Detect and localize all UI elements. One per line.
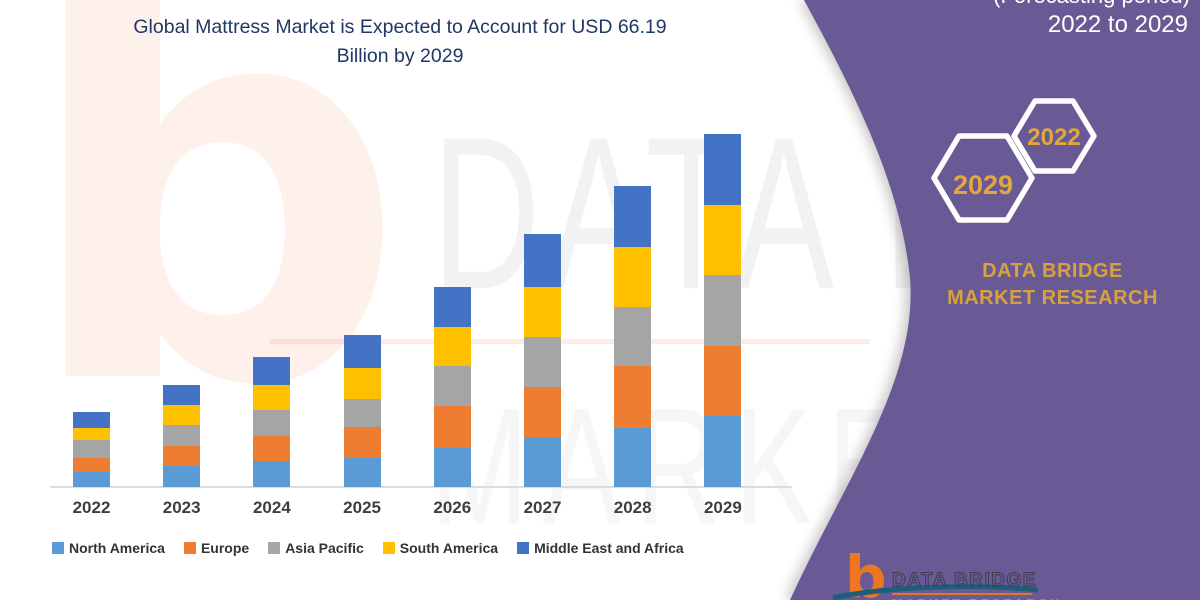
- segment-2024-middle-east-and-africa: [253, 356, 291, 385]
- legend-label-asia-pacific: Asia Pacific: [285, 540, 364, 556]
- bar-2022: [73, 411, 110, 487]
- segment-2029-europe: [704, 345, 742, 417]
- segment-2023-europe: [163, 445, 201, 467]
- segment-2023-asia-pacific: [163, 425, 201, 446]
- legend-swatch-europe: [183, 542, 196, 554]
- x-tick-2026: 2026: [433, 498, 472, 517]
- legend-swatch-middle-east-and-africa: [517, 542, 530, 554]
- panel-period-text: 2022 to 2029: [1047, 11, 1188, 38]
- bar-2028: [614, 186, 652, 487]
- legend-item-south-america: South America: [382, 540, 499, 556]
- x-tick-2027: 2027: [523, 498, 562, 517]
- chart-legend: North America Europe Asia Pacific South Ame…: [52, 540, 684, 556]
- segment-2022-south-america: [73, 428, 110, 441]
- segment-2024-europe: [253, 436, 291, 462]
- segment-2025-south-america: [343, 368, 381, 400]
- legend-label-south-america: South America: [399, 540, 499, 556]
- segment-2027-middle-east-and-africa: [524, 233, 561, 287]
- legend-label-europe: Europe: [200, 540, 250, 556]
- x-tick-2023: 2023: [162, 498, 201, 517]
- x-axis-line: [50, 486, 792, 488]
- segment-2029-middle-east-and-africa: [704, 133, 742, 205]
- hexagon-2022-label: 2022: [1027, 124, 1081, 151]
- segment-2028-asia-pacific: [614, 306, 652, 366]
- segment-2025-north-america: [343, 458, 381, 487]
- segment-2029-north-america: [704, 416, 742, 487]
- segment-2026-north-america: [433, 447, 471, 487]
- segment-2024-asia-pacific: [253, 409, 291, 437]
- legend-label-middle-east-and-africa: Middle East and Africa: [534, 540, 684, 556]
- legend-label-north-america: North America: [69, 540, 165, 556]
- segment-2028-south-america: [614, 246, 652, 307]
- segment-2024-north-america: [253, 461, 291, 487]
- segment-2022-north-america: [73, 471, 110, 487]
- bar-2025: [343, 334, 381, 487]
- segment-2027-north-america: [524, 436, 561, 487]
- legend-item-north-america: North America: [52, 540, 165, 556]
- segment-2022-europe: [73, 458, 110, 472]
- x-tick-2029: 2029: [703, 498, 742, 517]
- segment-2025-middle-east-and-africa: [343, 334, 381, 369]
- hexagon-2029-label: 2029: [952, 170, 1014, 200]
- x-tick-2022: 2022: [72, 498, 111, 517]
- segment-2027-europe: [524, 386, 561, 437]
- segment-2029-south-america: [704, 204, 742, 276]
- bar-2023: [163, 384, 201, 487]
- panel-brand-text: DATA BRIDGE MARKET RESEARCH: [947, 260, 1158, 309]
- x-tick-2024: 2024: [252, 498, 291, 517]
- segment-2028-europe: [614, 365, 652, 429]
- segment-2023-south-america: [163, 404, 201, 426]
- panel-caption-clipped: (Forecasting period): [993, 0, 1190, 9]
- x-tick-2025: 2025: [343, 498, 381, 517]
- segment-2023-north-america: [163, 466, 201, 487]
- chart-title: Global Mattress Market is Expected to Ac…: [55, 13, 745, 71]
- segment-2023-middle-east-and-africa: [163, 384, 201, 405]
- segment-2028-north-america: [614, 428, 652, 487]
- bar-2026: [433, 287, 471, 487]
- bar-2029: [704, 133, 742, 487]
- stacked-bar-plot: 2022 2023 2024 2025 2026 2027 2028 2029: [50, 133, 792, 517]
- legend-swatch-south-america: [382, 542, 395, 554]
- bar-2024: [253, 356, 291, 487]
- legend-item-europe: Europe: [183, 540, 250, 556]
- segment-2022-asia-pacific: [73, 440, 110, 459]
- segment-2029-asia-pacific: [704, 275, 742, 346]
- segment-2026-europe: [433, 405, 471, 448]
- x-tick-2028: 2028: [613, 498, 652, 517]
- legend-item-middle-east-and-africa: Middle East and Africa: [517, 540, 684, 556]
- segment-2026-asia-pacific: [433, 365, 471, 406]
- segment-2025-europe: [343, 427, 381, 459]
- bar-2027: [524, 233, 561, 487]
- segment-2025-asia-pacific: [343, 399, 381, 428]
- segment-2024-south-america: [253, 384, 291, 410]
- segment-2022-middle-east-and-africa: [73, 411, 110, 429]
- chart-title-line2: Billion by 2029: [336, 45, 464, 67]
- segment-2026-middle-east-and-africa: [433, 287, 471, 328]
- segment-2026-south-america: [433, 327, 471, 366]
- segment-2027-south-america: [524, 286, 561, 337]
- legend-item-asia-pacific: Asia Pacific: [268, 540, 364, 556]
- legend-swatch-north-america: [52, 542, 64, 554]
- legend-swatch-asia-pacific: [268, 542, 281, 554]
- segment-2027-asia-pacific: [524, 336, 561, 387]
- chart-title-line1: Global Mattress Market is Expected to Ac…: [133, 16, 667, 38]
- segment-2028-middle-east-and-africa: [614, 186, 652, 247]
